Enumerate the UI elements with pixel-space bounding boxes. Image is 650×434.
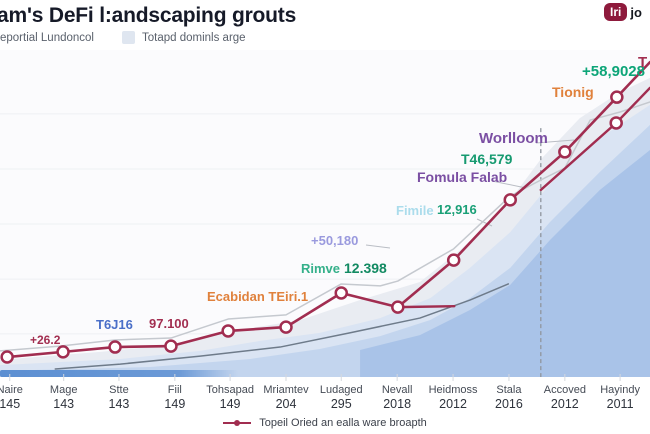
data-point-marker[interactable] — [279, 320, 293, 334]
footer-legend-label: Topeil Oried an ealla ware broapth — [259, 417, 427, 429]
series-line-swatch-icon — [223, 420, 252, 426]
data-point-marker[interactable] — [609, 116, 623, 130]
series-dot-icon — [234, 420, 241, 426]
data-point-marker[interactable] — [0, 350, 14, 364]
legend-item-line-series[interactable]: eportial Lundoncol — [0, 32, 94, 44]
data-point-marker[interactable] — [558, 145, 572, 159]
brand-logo-badge: Iri — [604, 3, 628, 21]
data-point-marker[interactable] — [334, 286, 348, 300]
brand-logo[interactable]: Iri jo — [604, 3, 642, 21]
data-point-marker[interactable] — [503, 193, 517, 207]
page-title: am's DeFi l:andscaping grouts — [0, 4, 297, 27]
series-line-main-red-stub — [396, 304, 456, 309]
legend-item-area-series[interactable]: Totapd dominls arge — [122, 31, 246, 44]
data-point-marker[interactable] — [221, 324, 235, 338]
brand-logo-suffix: jo — [630, 4, 642, 20]
legend-label: eportial Lundoncol — [0, 31, 94, 44]
legend-swatch-icon — [122, 31, 135, 44]
data-point-marker[interactable] — [108, 340, 122, 354]
chart-legend-top: eportial Lundoncol Totapd dominls arge — [0, 31, 246, 44]
label-leader-line — [491, 180, 527, 189]
series-line-lower-slate — [54, 283, 510, 370]
label-leader-line — [365, 244, 391, 249]
data-point-marker[interactable] — [610, 90, 624, 104]
data-point-marker[interactable] — [56, 345, 70, 359]
label-leader-line — [535, 139, 575, 144]
data-point-marker[interactable] — [164, 339, 178, 353]
series-line-companion-gray — [0, 101, 650, 352]
legend-label: Totapd dominls arge — [142, 31, 246, 44]
data-point-marker[interactable] — [446, 253, 461, 267]
area-deep-blue — [360, 149, 650, 377]
label-leader-line — [476, 218, 493, 227]
footer-legend[interactable]: Topeil Oried an ealla ware broapth — [0, 417, 650, 429]
data-point-marker[interactable] — [391, 300, 405, 314]
baseline-band — [0, 370, 238, 377]
